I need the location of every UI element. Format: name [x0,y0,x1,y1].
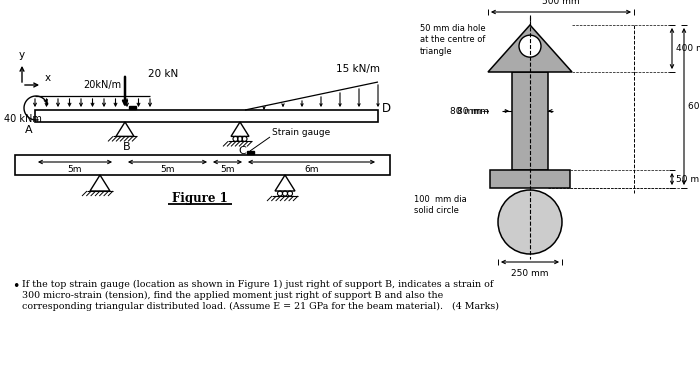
Text: 50 mm: 50 mm [676,174,700,184]
Text: 5m: 5m [160,165,175,174]
Text: 20 kN: 20 kN [148,69,178,79]
Text: B: B [123,142,131,152]
Text: 20kN/m: 20kN/m [83,80,122,90]
Text: 400 mm: 400 mm [676,44,700,53]
Circle shape [498,190,562,254]
Text: A: A [25,125,33,135]
Bar [490,170,570,188]
Text: 6m: 6m [304,165,318,174]
Text: If the top strain gauge (location as shown in Figure 1) just right of support B,: If the top strain gauge (location as sho… [22,280,493,289]
Bar [247,151,254,154]
Text: 50 mm dia hole
at the centre of
triangle: 50 mm dia hole at the centre of triangle [420,24,486,56]
Text: 250 mm: 250 mm [511,269,549,278]
Polygon shape [488,25,572,72]
Text: x: x [45,73,51,83]
Text: D: D [382,101,391,114]
Text: 5m: 5m [68,165,83,174]
Bar [35,110,378,122]
Text: 15 kN/m: 15 kN/m [336,64,380,74]
Text: 500 mm: 500 mm [542,0,580,6]
Text: 40 kNm: 40 kNm [4,114,42,124]
Text: 300 micro-strain (tension), find the applied moment just right of support B and : 300 micro-strain (tension), find the app… [22,291,443,300]
Text: •: • [12,280,20,293]
Bar [129,106,136,109]
Circle shape [519,35,541,57]
Text: Strain gauge: Strain gauge [272,128,330,137]
Text: 80 mm→: 80 mm→ [450,106,489,116]
Bar [512,72,548,170]
Bar [15,155,390,175]
Text: 600 mm: 600 mm [688,102,700,111]
Text: 100  mm dia
solid circle: 100 mm dia solid circle [414,195,467,215]
Text: C: C [238,146,246,156]
Text: y: y [19,50,25,60]
Text: corresponding triangular distributed load. (Assume E = 21 GPa for the beam mater: corresponding triangular distributed loa… [22,302,499,311]
Text: 5m: 5m [220,165,234,174]
Text: Figure 1: Figure 1 [172,192,228,205]
Text: 80 mm: 80 mm [457,106,489,116]
